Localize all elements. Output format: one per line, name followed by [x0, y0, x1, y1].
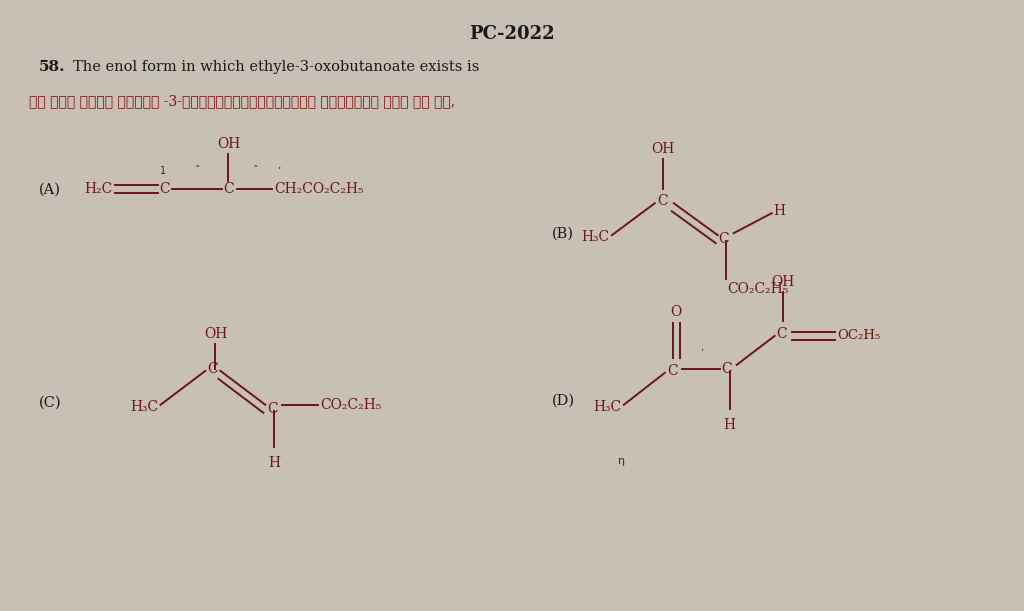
- Text: 58.: 58.: [39, 59, 66, 73]
- Text: C: C: [223, 182, 234, 196]
- Text: CH₂CO₂C₂H₅: CH₂CO₂C₂H₅: [274, 182, 364, 196]
- Text: যে এনল রূপে ইথাইল -3-অক্সোবিউটানোয়েট অবস্থান করে তা হল,: যে এনল রূপে ইথাইল -3-অক্সোবিউটানোয়েট অব…: [29, 95, 455, 109]
- Text: (D): (D): [552, 393, 575, 408]
- Text: H: H: [774, 204, 785, 218]
- Text: 1: 1: [161, 166, 167, 177]
- Text: H: H: [268, 456, 281, 470]
- Text: H₃C: H₃C: [130, 400, 159, 414]
- Text: H₃C: H₃C: [582, 230, 610, 244]
- Text: H₂C: H₂C: [84, 182, 113, 196]
- Text: η: η: [618, 456, 626, 466]
- Text: C: C: [267, 402, 278, 415]
- Text: The enol form in which ethyle-3-oxobutanoate exists is: The enol form in which ethyle-3-oxobutan…: [73, 59, 479, 73]
- Text: C: C: [208, 362, 218, 376]
- Text: ˆ: ˆ: [195, 166, 201, 177]
- Text: OH: OH: [204, 327, 227, 341]
- Text: C: C: [776, 327, 787, 341]
- Text: CO₂C₂H₅: CO₂C₂H₅: [321, 398, 382, 412]
- Text: (A): (A): [39, 182, 60, 196]
- Text: OH: OH: [651, 142, 675, 156]
- Text: (B): (B): [552, 226, 573, 240]
- Text: O: O: [670, 305, 681, 319]
- Text: C: C: [160, 182, 170, 196]
- Text: C: C: [722, 362, 732, 376]
- Text: OH: OH: [217, 137, 240, 152]
- Text: C: C: [667, 364, 678, 378]
- Text: OH: OH: [771, 275, 795, 289]
- Text: ʼ: ʼ: [276, 166, 280, 177]
- Text: ˆ: ˆ: [253, 166, 258, 177]
- Text: CO₂C₂H₅: CO₂C₂H₅: [728, 282, 788, 296]
- Text: C: C: [656, 194, 668, 208]
- Text: PC-2022: PC-2022: [469, 24, 555, 43]
- Text: H: H: [724, 418, 735, 432]
- Text: C: C: [719, 232, 729, 246]
- Text: ʼ: ʼ: [700, 348, 703, 358]
- Text: OC₂H₅: OC₂H₅: [838, 329, 881, 342]
- Text: (C): (C): [39, 396, 61, 410]
- Text: H₃C: H₃C: [594, 400, 622, 414]
